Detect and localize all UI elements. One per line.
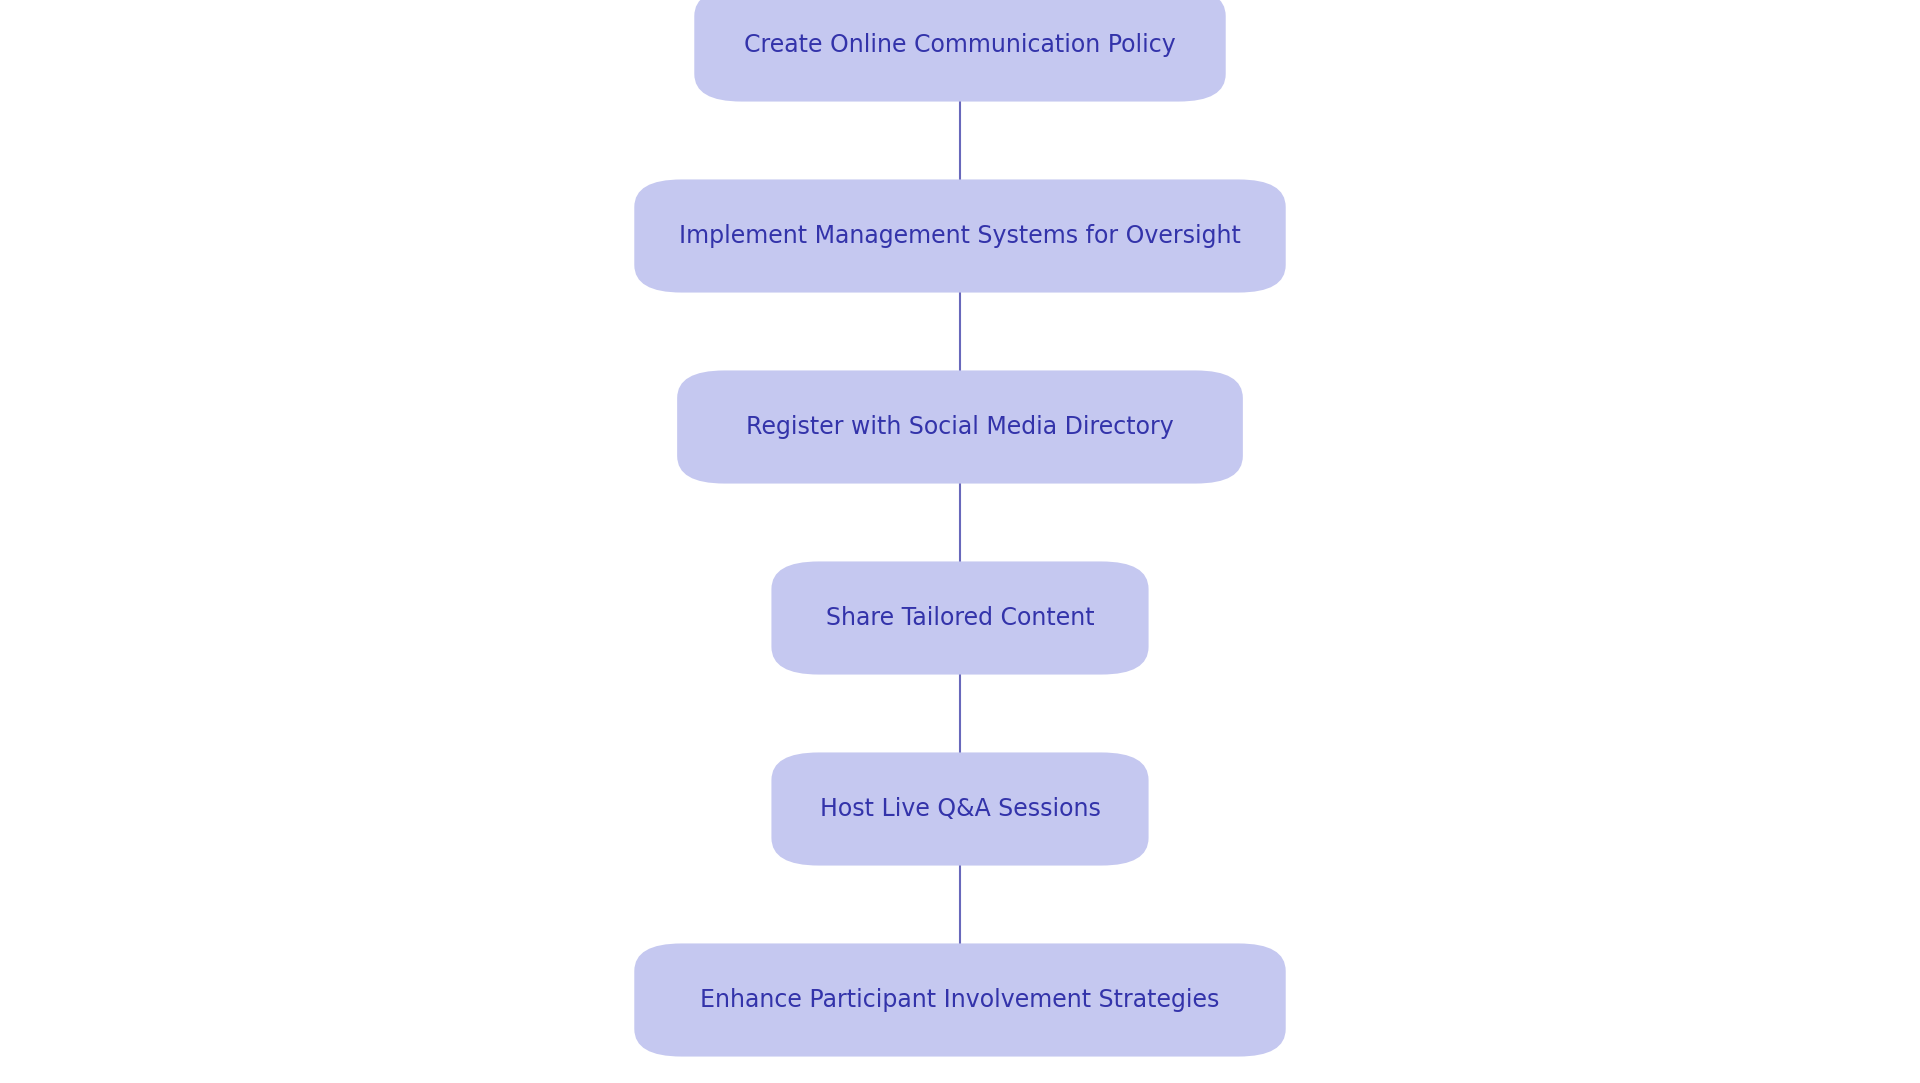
FancyBboxPatch shape [772,561,1148,675]
Text: Create Online Communication Policy: Create Online Communication Policy [745,32,1175,57]
FancyBboxPatch shape [678,370,1242,483]
Text: Register with Social Media Directory: Register with Social Media Directory [747,415,1173,439]
FancyBboxPatch shape [695,0,1225,102]
Text: Enhance Participant Involvement Strategies: Enhance Participant Involvement Strategi… [701,988,1219,1012]
Text: Host Live Q&A Sessions: Host Live Q&A Sessions [820,797,1100,821]
Text: Share Tailored Content: Share Tailored Content [826,606,1094,630]
FancyBboxPatch shape [634,943,1286,1057]
FancyBboxPatch shape [634,180,1286,292]
FancyBboxPatch shape [772,753,1148,865]
Text: Implement Management Systems for Oversight: Implement Management Systems for Oversig… [680,224,1240,248]
